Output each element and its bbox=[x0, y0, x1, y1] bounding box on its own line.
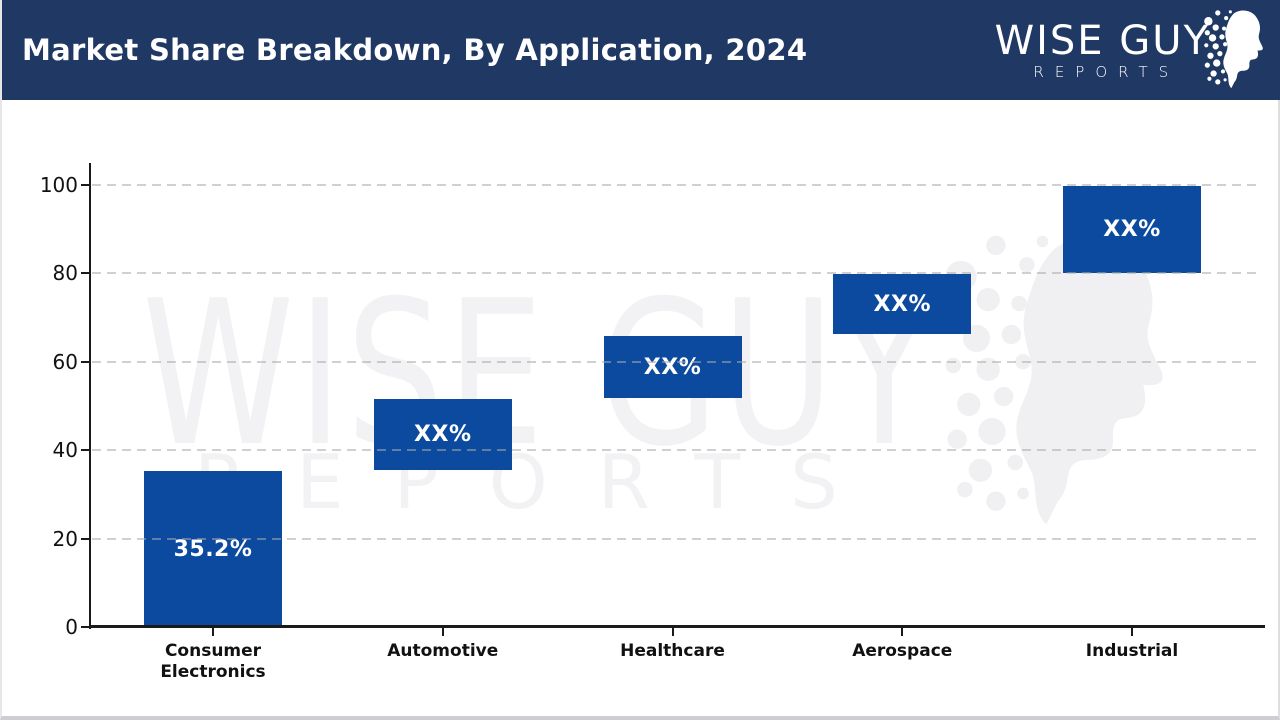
gridline bbox=[92, 537, 1257, 540]
brand-logo: WISE GUY REPORTS bbox=[995, 5, 1268, 95]
y-tick-label: 0 bbox=[65, 615, 78, 639]
bar-value-label: XX% bbox=[873, 291, 931, 317]
y-axis-tick bbox=[81, 449, 90, 451]
x-axis-label: Automotive bbox=[387, 641, 499, 661]
x-axis-label: Aerospace bbox=[852, 641, 953, 661]
y-tick-label: 20 bbox=[52, 526, 78, 551]
waterfall-chart: WISE GUY REPORTS 35.2% Consumer Electroni… bbox=[2, 100, 1280, 716]
y-axis-tick bbox=[81, 272, 90, 274]
x-axis-label: Industrial bbox=[1085, 641, 1179, 661]
x-axis-label: Healthcare bbox=[620, 641, 725, 661]
y-tick-label: 60 bbox=[52, 349, 78, 374]
y-axis-tick bbox=[81, 183, 90, 186]
y-axis-tick bbox=[81, 360, 90, 363]
header: Market Share Breakdown, By Application, … bbox=[2, 0, 1280, 100]
x-axis-tick bbox=[901, 628, 904, 636]
watermark: WISE GUY REPORTS bbox=[2, 100, 1280, 716]
gridline bbox=[92, 449, 1257, 451]
gridline bbox=[92, 183, 1257, 186]
x-axis-label: Consumer Electronics bbox=[160, 641, 266, 682]
x-axis-line bbox=[89, 625, 1265, 628]
logo-subtitle: REPORTS bbox=[1033, 62, 1180, 81]
x-axis-tick bbox=[441, 628, 444, 636]
gridline bbox=[92, 272, 1257, 274]
bar-value-label: 35.2% bbox=[173, 536, 253, 562]
x-axis-tick bbox=[671, 628, 674, 636]
bar-healthcare: XX% bbox=[603, 336, 742, 398]
y-tick-label: 40 bbox=[52, 438, 78, 462]
y-axis-line bbox=[89, 163, 91, 629]
y-tick-label: 100 bbox=[39, 172, 78, 197]
watermark-wordmark: WISE GUY bbox=[142, 258, 935, 491]
bar-automotive: XX% bbox=[373, 398, 512, 471]
bar-consumer-electronics: 35.2% bbox=[144, 471, 282, 627]
bar-value-label: XX% bbox=[643, 354, 702, 380]
gridline bbox=[92, 360, 1257, 363]
x-axis-tick bbox=[212, 628, 214, 636]
y-axis-tick bbox=[81, 537, 90, 540]
logo-face-icon bbox=[1204, 10, 1263, 89]
y-axis-tick bbox=[81, 626, 90, 628]
page-title: Market Share Breakdown, By Application, … bbox=[22, 33, 808, 67]
logo-wordmark: WISE GUY bbox=[994, 17, 1210, 64]
bar-industrial: XX% bbox=[1063, 186, 1201, 274]
watermark-head-icon bbox=[945, 235, 1163, 525]
y-tick-label: 80 bbox=[52, 261, 78, 285]
watermark-subtitle: REPORTS bbox=[194, 438, 888, 526]
bar-aerospace: XX% bbox=[833, 273, 972, 335]
bar-value-label: XX% bbox=[1103, 217, 1161, 243]
x-axis-tick bbox=[1131, 628, 1133, 636]
plot-area: 35.2% Consumer Electronics XX% Automotive XX… bbox=[2, 100, 1280, 716]
bar-value-label: XX% bbox=[414, 421, 472, 447]
